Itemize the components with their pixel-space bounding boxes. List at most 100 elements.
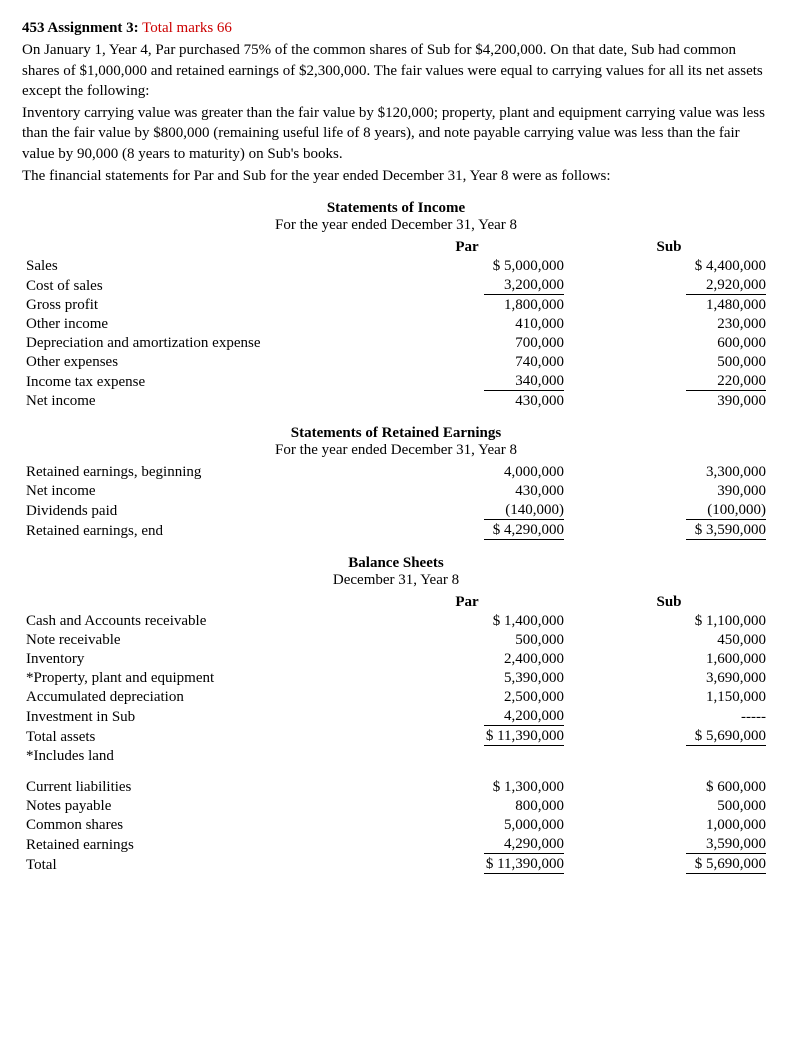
row-par: 4,290,000: [484, 836, 564, 854]
row-label: Cash and Accounts receivable: [22, 612, 366, 631]
table-row: Sales $ 5,000,000 $ 4,400,000: [22, 257, 770, 276]
row-par: 410,000: [366, 315, 568, 334]
row-par: 700,000: [366, 334, 568, 353]
row-sub: $ 3,590,000: [686, 522, 766, 540]
row-label: Gross profit: [22, 296, 366, 315]
row-label: Other income: [22, 315, 366, 334]
table-row: Income tax expense 340,000 220,000: [22, 372, 770, 392]
row-sub: $ 4,400,000: [568, 257, 770, 276]
row-par: $ 1,300,000: [366, 778, 568, 797]
intro-p2: Inventory carrying value was greater tha…: [22, 103, 770, 164]
row-par: $ 4,290,000: [484, 522, 564, 540]
bs-footnote: *Includes land: [22, 747, 366, 766]
row-par: 1,800,000: [366, 296, 568, 315]
row-sub: 3,300,000: [568, 463, 770, 482]
table-row: Cash and Accounts receivable $ 1,400,000…: [22, 612, 770, 631]
bs-subtitle: December 31, Year 8: [22, 572, 770, 589]
table-row: Cost of sales 3,200,000 2,920,000: [22, 276, 770, 296]
row-label: Note receivable: [22, 631, 366, 650]
row-label: Net income: [22, 392, 366, 411]
table-row: Total $ 11,390,000 $ 5,690,000: [22, 855, 770, 875]
table-row: *Includes land: [22, 747, 770, 766]
row-par: 4,000,000: [366, 463, 568, 482]
table-row: Investment in Sub 4,200,000 -----: [22, 707, 770, 727]
table-row: Common shares 5,000,000 1,000,000: [22, 816, 770, 835]
intro-p3: The financial statements for Par and Sub…: [22, 166, 770, 186]
row-par: 800,000: [366, 797, 568, 816]
row-sub: 600,000: [568, 334, 770, 353]
row-sub: $ 5,690,000: [686, 728, 766, 746]
table-row: Net income 430,000 390,000: [22, 392, 770, 411]
table-row: Inventory 2,400,000 1,600,000: [22, 650, 770, 669]
row-par: 340,000: [484, 373, 564, 391]
row-sub: 3,590,000: [686, 836, 766, 854]
row-par: 500,000: [366, 631, 568, 650]
row-sub: -----: [568, 707, 770, 727]
row-par: 3,200,000: [484, 277, 564, 295]
row-label: Accumulated depreciation: [22, 688, 366, 707]
row-label: *Property, plant and equipment: [22, 669, 366, 688]
row-sub: (100,000): [686, 502, 766, 520]
assignment-title: 453 Assignment 3:: [22, 20, 139, 36]
row-sub: 1,000,000: [568, 816, 770, 835]
table-row: *Property, plant and equipment 5,390,000…: [22, 669, 770, 688]
income-table: Par Sub Sales $ 5,000,000 $ 4,400,000 Co…: [22, 238, 770, 411]
table-row: Retained earnings, end $ 4,290,000 $ 3,5…: [22, 521, 770, 541]
table-row: Total assets $ 11,390,000 $ 5,690,000: [22, 727, 770, 747]
row-par: 5,000,000: [366, 816, 568, 835]
row-sub: $ 600,000: [568, 778, 770, 797]
row-par: $ 1,400,000: [366, 612, 568, 631]
row-label: Investment in Sub: [22, 707, 366, 727]
income-col-par: Par: [366, 238, 568, 257]
row-sub: 1,150,000: [568, 688, 770, 707]
row-par: $ 5,000,000: [366, 257, 568, 276]
table-row: Retained earnings 4,290,000 3,590,000: [22, 835, 770, 855]
row-sub: 3,690,000: [568, 669, 770, 688]
row-sub: $ 5,690,000: [686, 856, 766, 874]
row-sub: 230,000: [568, 315, 770, 334]
table-row: Other expenses 740,000 500,000: [22, 353, 770, 372]
row-par: 2,400,000: [366, 650, 568, 669]
row-par: 430,000: [366, 482, 568, 501]
row-label: Total assets: [22, 727, 366, 747]
row-label: Net income: [22, 482, 366, 501]
row-par: 430,000: [366, 392, 568, 411]
row-label: Sales: [22, 257, 366, 276]
table-row: Dividends paid (140,000) (100,000): [22, 501, 770, 521]
row-label: Current liabilities: [22, 778, 366, 797]
intro-block: On January 1, Year 4, Par purchased 75% …: [22, 40, 770, 186]
row-par: 4,200,000: [484, 708, 564, 726]
row-label: Total: [22, 855, 366, 875]
row-sub: 1,600,000: [568, 650, 770, 669]
row-par: $ 11,390,000: [484, 728, 564, 746]
row-sub: $ 1,100,000: [568, 612, 770, 631]
income-col-sub: Sub: [568, 238, 770, 257]
row-sub: 500,000: [568, 797, 770, 816]
bs-liab-table: Current liabilities $ 1,300,000 $ 600,00…: [22, 778, 770, 875]
row-label: Dividends paid: [22, 501, 366, 521]
table-row: Accumulated depreciation 2,500,000 1,150…: [22, 688, 770, 707]
row-label: Retained earnings, end: [22, 521, 366, 541]
intro-p1: On January 1, Year 4, Par purchased 75% …: [22, 40, 770, 101]
table-row: Notes payable 800,000 500,000: [22, 797, 770, 816]
income-title: Statements of Income: [22, 200, 770, 217]
re-subtitle: For the year ended December 31, Year 8: [22, 442, 770, 459]
row-label: Other expenses: [22, 353, 366, 372]
row-sub: 500,000: [568, 353, 770, 372]
row-label: Inventory: [22, 650, 366, 669]
table-row: Net income 430,000 390,000: [22, 482, 770, 501]
table-row: Gross profit 1,800,000 1,480,000: [22, 296, 770, 315]
row-label: Notes payable: [22, 797, 366, 816]
table-row: Current liabilities $ 1,300,000 $ 600,00…: [22, 778, 770, 797]
row-par: 5,390,000: [366, 669, 568, 688]
row-label: Retained earnings, beginning: [22, 463, 366, 482]
assignment-header: 453 Assignment 3: Total marks 66: [22, 18, 770, 38]
bs-col-sub: Sub: [568, 593, 770, 612]
row-par: 740,000: [366, 353, 568, 372]
bs-assets-table: Par Sub Cash and Accounts receivable $ 1…: [22, 593, 770, 766]
row-label: Income tax expense: [22, 372, 366, 392]
row-sub: 220,000: [686, 373, 766, 391]
assignment-marks: Total marks 66: [139, 20, 232, 36]
row-par: 2,500,000: [366, 688, 568, 707]
bs-col-par: Par: [366, 593, 568, 612]
